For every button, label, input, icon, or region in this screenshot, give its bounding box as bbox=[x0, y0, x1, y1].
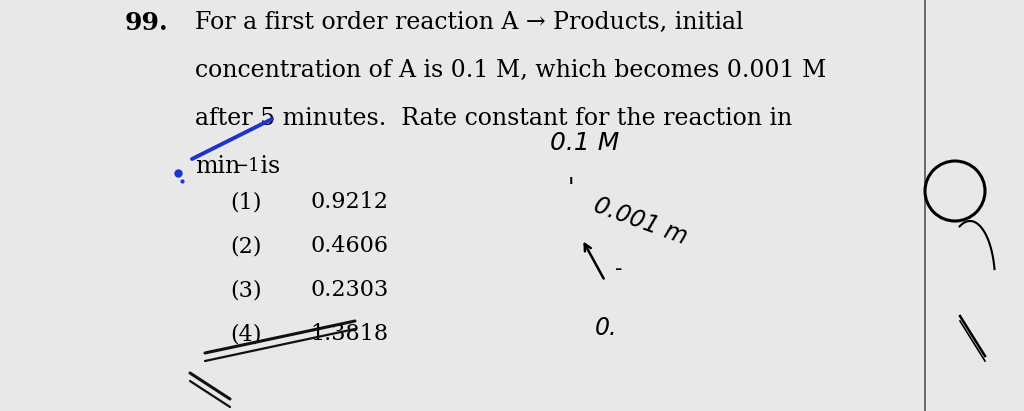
Text: -: - bbox=[615, 259, 623, 279]
Text: (4): (4) bbox=[230, 323, 261, 345]
Text: 99.: 99. bbox=[125, 11, 169, 35]
Text: is: is bbox=[253, 155, 281, 178]
Text: 1.3818: 1.3818 bbox=[310, 323, 388, 345]
Text: −1: −1 bbox=[233, 157, 260, 175]
Text: after 5 minutes.  Rate constant for the reaction in: after 5 minutes. Rate constant for the r… bbox=[195, 107, 793, 130]
Circle shape bbox=[925, 161, 985, 221]
Text: 0.2303: 0.2303 bbox=[310, 279, 388, 301]
Text: concentration of A is 0.1 M, which becomes 0.001 M: concentration of A is 0.1 M, which becom… bbox=[195, 59, 826, 82]
Text: 104.: 104. bbox=[931, 182, 979, 200]
Text: min: min bbox=[195, 155, 241, 178]
Text: 0.: 0. bbox=[595, 316, 617, 340]
Text: 0.1 M: 0.1 M bbox=[550, 131, 620, 155]
Text: (2): (2) bbox=[230, 235, 261, 257]
Text: 0.9212: 0.9212 bbox=[310, 191, 388, 213]
Text: (1): (1) bbox=[230, 191, 261, 213]
Text: (3): (3) bbox=[230, 279, 261, 301]
Text: ': ' bbox=[568, 176, 574, 200]
Text: 0.4606: 0.4606 bbox=[310, 235, 388, 257]
Text: 0.001 m: 0.001 m bbox=[590, 193, 690, 249]
Text: For a first order reaction A → Products, initial: For a first order reaction A → Products,… bbox=[195, 11, 743, 34]
